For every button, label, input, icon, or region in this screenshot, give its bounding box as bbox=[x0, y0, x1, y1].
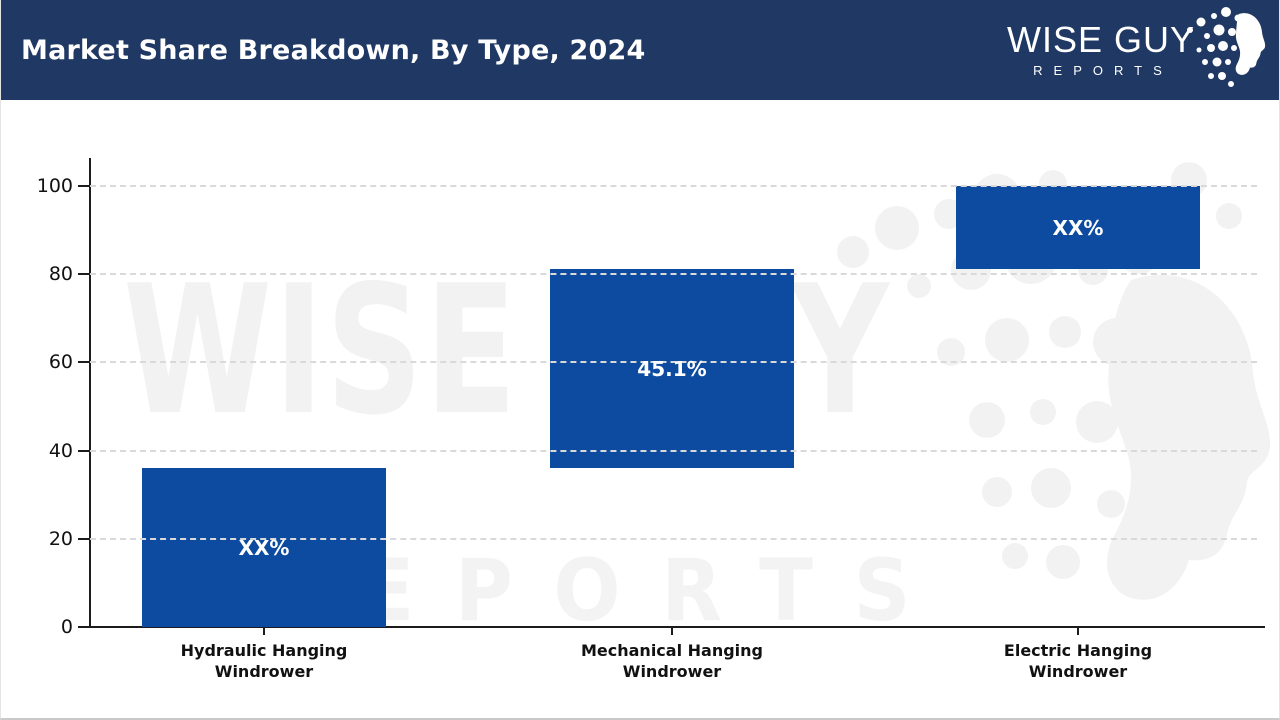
y-tick-60 bbox=[78, 361, 89, 364]
category-label-hydraulic-hanging-windrower: Hydraulic Hanging Windrower bbox=[94, 640, 434, 682]
y-axis-line bbox=[89, 158, 91, 628]
bar-hydraulic-hanging-windrower bbox=[142, 468, 386, 627]
y-tick-label-60: 60 bbox=[48, 351, 73, 374]
chart-title: Market Share Breakdown, By Type, 2024 bbox=[21, 34, 646, 66]
y-tick-100 bbox=[78, 185, 89, 187]
category-label-line: Windrower bbox=[622, 662, 722, 681]
report-header: Market Share Breakdown, By Type, 2024 WI… bbox=[1, 0, 1279, 100]
category-label-electric-hanging-windrower: Electric Hanging Windrower bbox=[908, 640, 1248, 682]
logo-wordmark: WISE GUY bbox=[1006, 19, 1195, 60]
bar-value-label-mechanical-hanging-windrower: 45.1% bbox=[637, 356, 707, 381]
logo-text: WISE GUY REPORTS bbox=[1006, 19, 1195, 79]
bar-mechanical-hanging-windrower bbox=[550, 269, 794, 469]
logo-head-icon bbox=[1187, 7, 1266, 87]
y-tick-label-100: 100 bbox=[36, 175, 73, 197]
category-label-line: Windrower bbox=[214, 662, 314, 681]
y-tick-40 bbox=[78, 449, 89, 452]
y-tick-label-0: 0 bbox=[60, 616, 73, 638]
x-tick-electric-hanging-windrower bbox=[1077, 628, 1079, 635]
gridline-y-100 bbox=[90, 185, 1257, 187]
y-tick-label-20: 20 bbox=[48, 527, 73, 550]
y-tick-80 bbox=[78, 273, 89, 276]
x-tick-hydraulic-hanging-windrower bbox=[263, 628, 265, 635]
gridline-y-40 bbox=[90, 449, 1257, 452]
y-tick-0 bbox=[78, 626, 89, 628]
category-label-mechanical-hanging-windrower: Mechanical Hanging Windrower bbox=[502, 640, 842, 682]
y-tick-20 bbox=[78, 537, 89, 540]
gridline-y-20 bbox=[90, 537, 1257, 540]
y-tick-label-40: 40 bbox=[48, 439, 73, 462]
category-label-line: Hydraulic Hanging bbox=[180, 641, 348, 660]
x-axis-line bbox=[89, 626, 1265, 628]
bar-electric-hanging-windrower bbox=[956, 186, 1200, 270]
y-tick-label-80: 80 bbox=[48, 263, 73, 286]
category-label-line: Mechanical Hanging bbox=[580, 641, 763, 660]
x-tick-mechanical-hanging-windrower bbox=[671, 628, 673, 635]
category-label-line: Windrower bbox=[1028, 662, 1128, 681]
gridline-y-80 bbox=[90, 273, 1257, 276]
logo-subtitle: REPORTS bbox=[1033, 63, 1173, 78]
bar-value-label-electric-hanging-windrower: XX% bbox=[1052, 215, 1104, 240]
category-label-line: Electric Hanging bbox=[1003, 641, 1153, 660]
wiseguy-logo: WISE GUY REPORTS bbox=[1007, 4, 1267, 96]
gridline-y-60 bbox=[90, 361, 1257, 364]
bar-value-label-hydraulic-hanging-windrower: XX% bbox=[238, 535, 290, 560]
